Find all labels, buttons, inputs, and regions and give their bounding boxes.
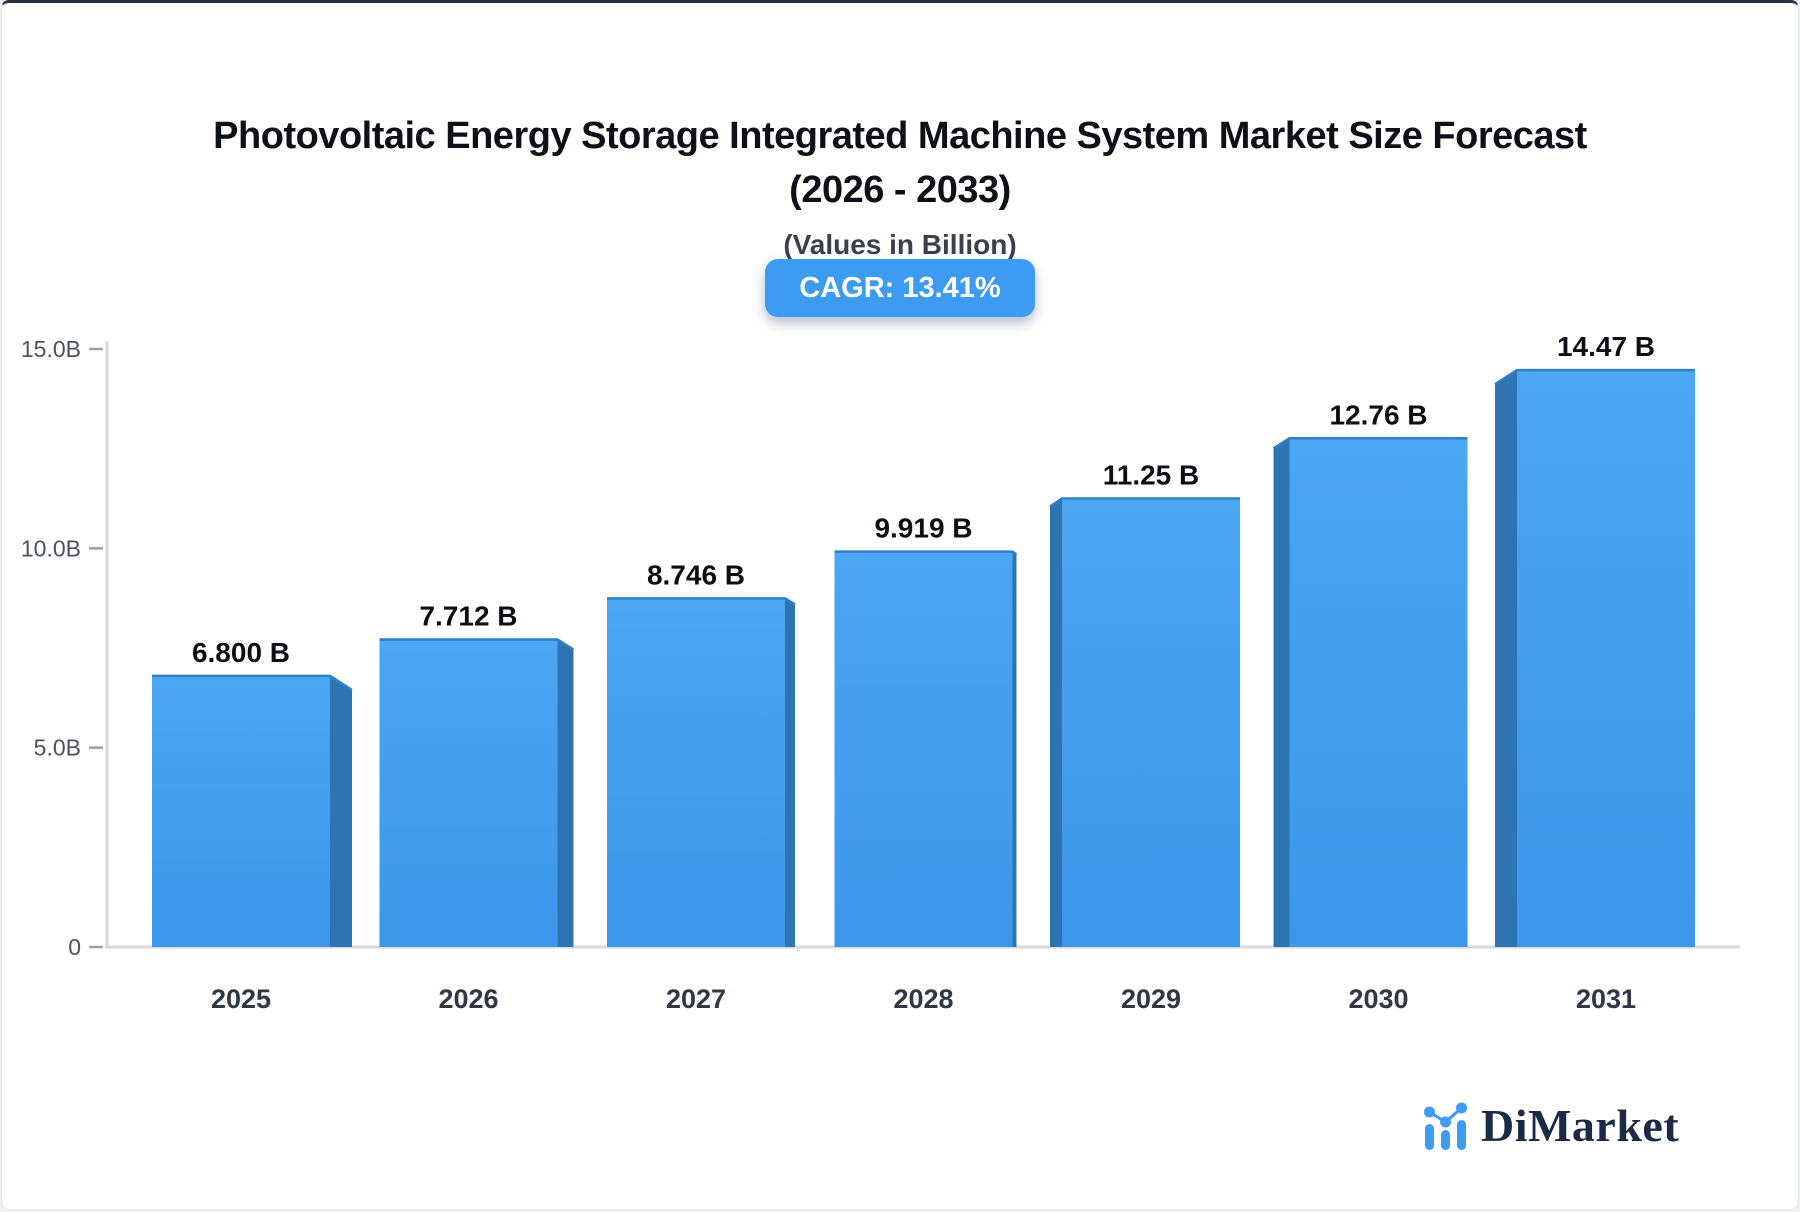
y-axis-tick-label: 15.0B [21, 336, 81, 362]
x-axis-label: 2031 [1576, 984, 1636, 1014]
x-axis-label: 2030 [1348, 984, 1408, 1014]
bar-top-edge [1494, 368, 1695, 386]
bar-side-2028 [1012, 551, 1017, 947]
bar-2030 [1289, 438, 1468, 947]
bar-side-2025 [330, 675, 352, 947]
bar-top-edge [379, 638, 575, 651]
chart-subtitle: (Values in Billion) [783, 229, 1017, 260]
bar-value-label: 6.800 B [192, 637, 290, 668]
dimarket-logo: DiMarket [1423, 1099, 1679, 1152]
cagr-badge-row: CAGR: 13.41% [2, 259, 1798, 317]
x-axis-label: 2029 [1121, 984, 1181, 1014]
bar-top-edge [1272, 437, 1468, 450]
y-axis-tick-label: 10.0B [21, 535, 81, 561]
dimarket-logo-icon [1424, 1102, 1467, 1150]
chart-title-line2: (2026 - 2033) [789, 169, 1011, 211]
cagr-badge: CAGR: 13.41% [765, 259, 1035, 317]
bar-2025 [152, 675, 330, 947]
x-axis-label: 2027 [666, 984, 726, 1014]
bar-2026 [379, 639, 558, 947]
y-axis-tick-label: 5.0B [34, 735, 81, 761]
bar-side-2029 [1050, 498, 1062, 947]
bar-top-edge [834, 550, 1018, 556]
bar-2029 [1062, 498, 1240, 947]
x-axis-label: 2028 [893, 984, 953, 1014]
bar-2027 [607, 598, 785, 947]
market-size-bar-chart: 15.0B 10.0B 5.0B 0 6.800 B 2025 7.712 B 2026 8.7… [21, 331, 1740, 1014]
bar-value-label: 9.919 B [874, 513, 972, 544]
bar-side-2031 [1495, 370, 1517, 947]
bar-2031 [1517, 370, 1695, 947]
bar-value-label: 14.47 B [1557, 331, 1655, 362]
bar-value-label: 12.76 B [1329, 399, 1427, 430]
y-axis-tick-label: 0 [68, 934, 81, 960]
chart-title-line1: Photovoltaic Energy Storage Integrated M… [213, 115, 1587, 157]
bar-top-edge [607, 597, 796, 606]
bar-side-2026 [557, 639, 574, 947]
bar-value-label: 11.25 B [1103, 460, 1200, 491]
bar-value-label: 7.712 B [419, 601, 517, 632]
bar-top-edge [1049, 497, 1240, 508]
dimarket-logo-text: DiMarket [1481, 1100, 1680, 1151]
x-axis-label: 2025 [211, 984, 271, 1014]
bar-side-2030 [1273, 438, 1290, 947]
bar-value-label: 8.746 B [647, 559, 745, 590]
x-axis-label: 2026 [438, 984, 498, 1014]
bar-side-2027 [785, 598, 795, 947]
bar-top-edge [152, 674, 353, 691]
bar-2028 [834, 551, 1013, 947]
